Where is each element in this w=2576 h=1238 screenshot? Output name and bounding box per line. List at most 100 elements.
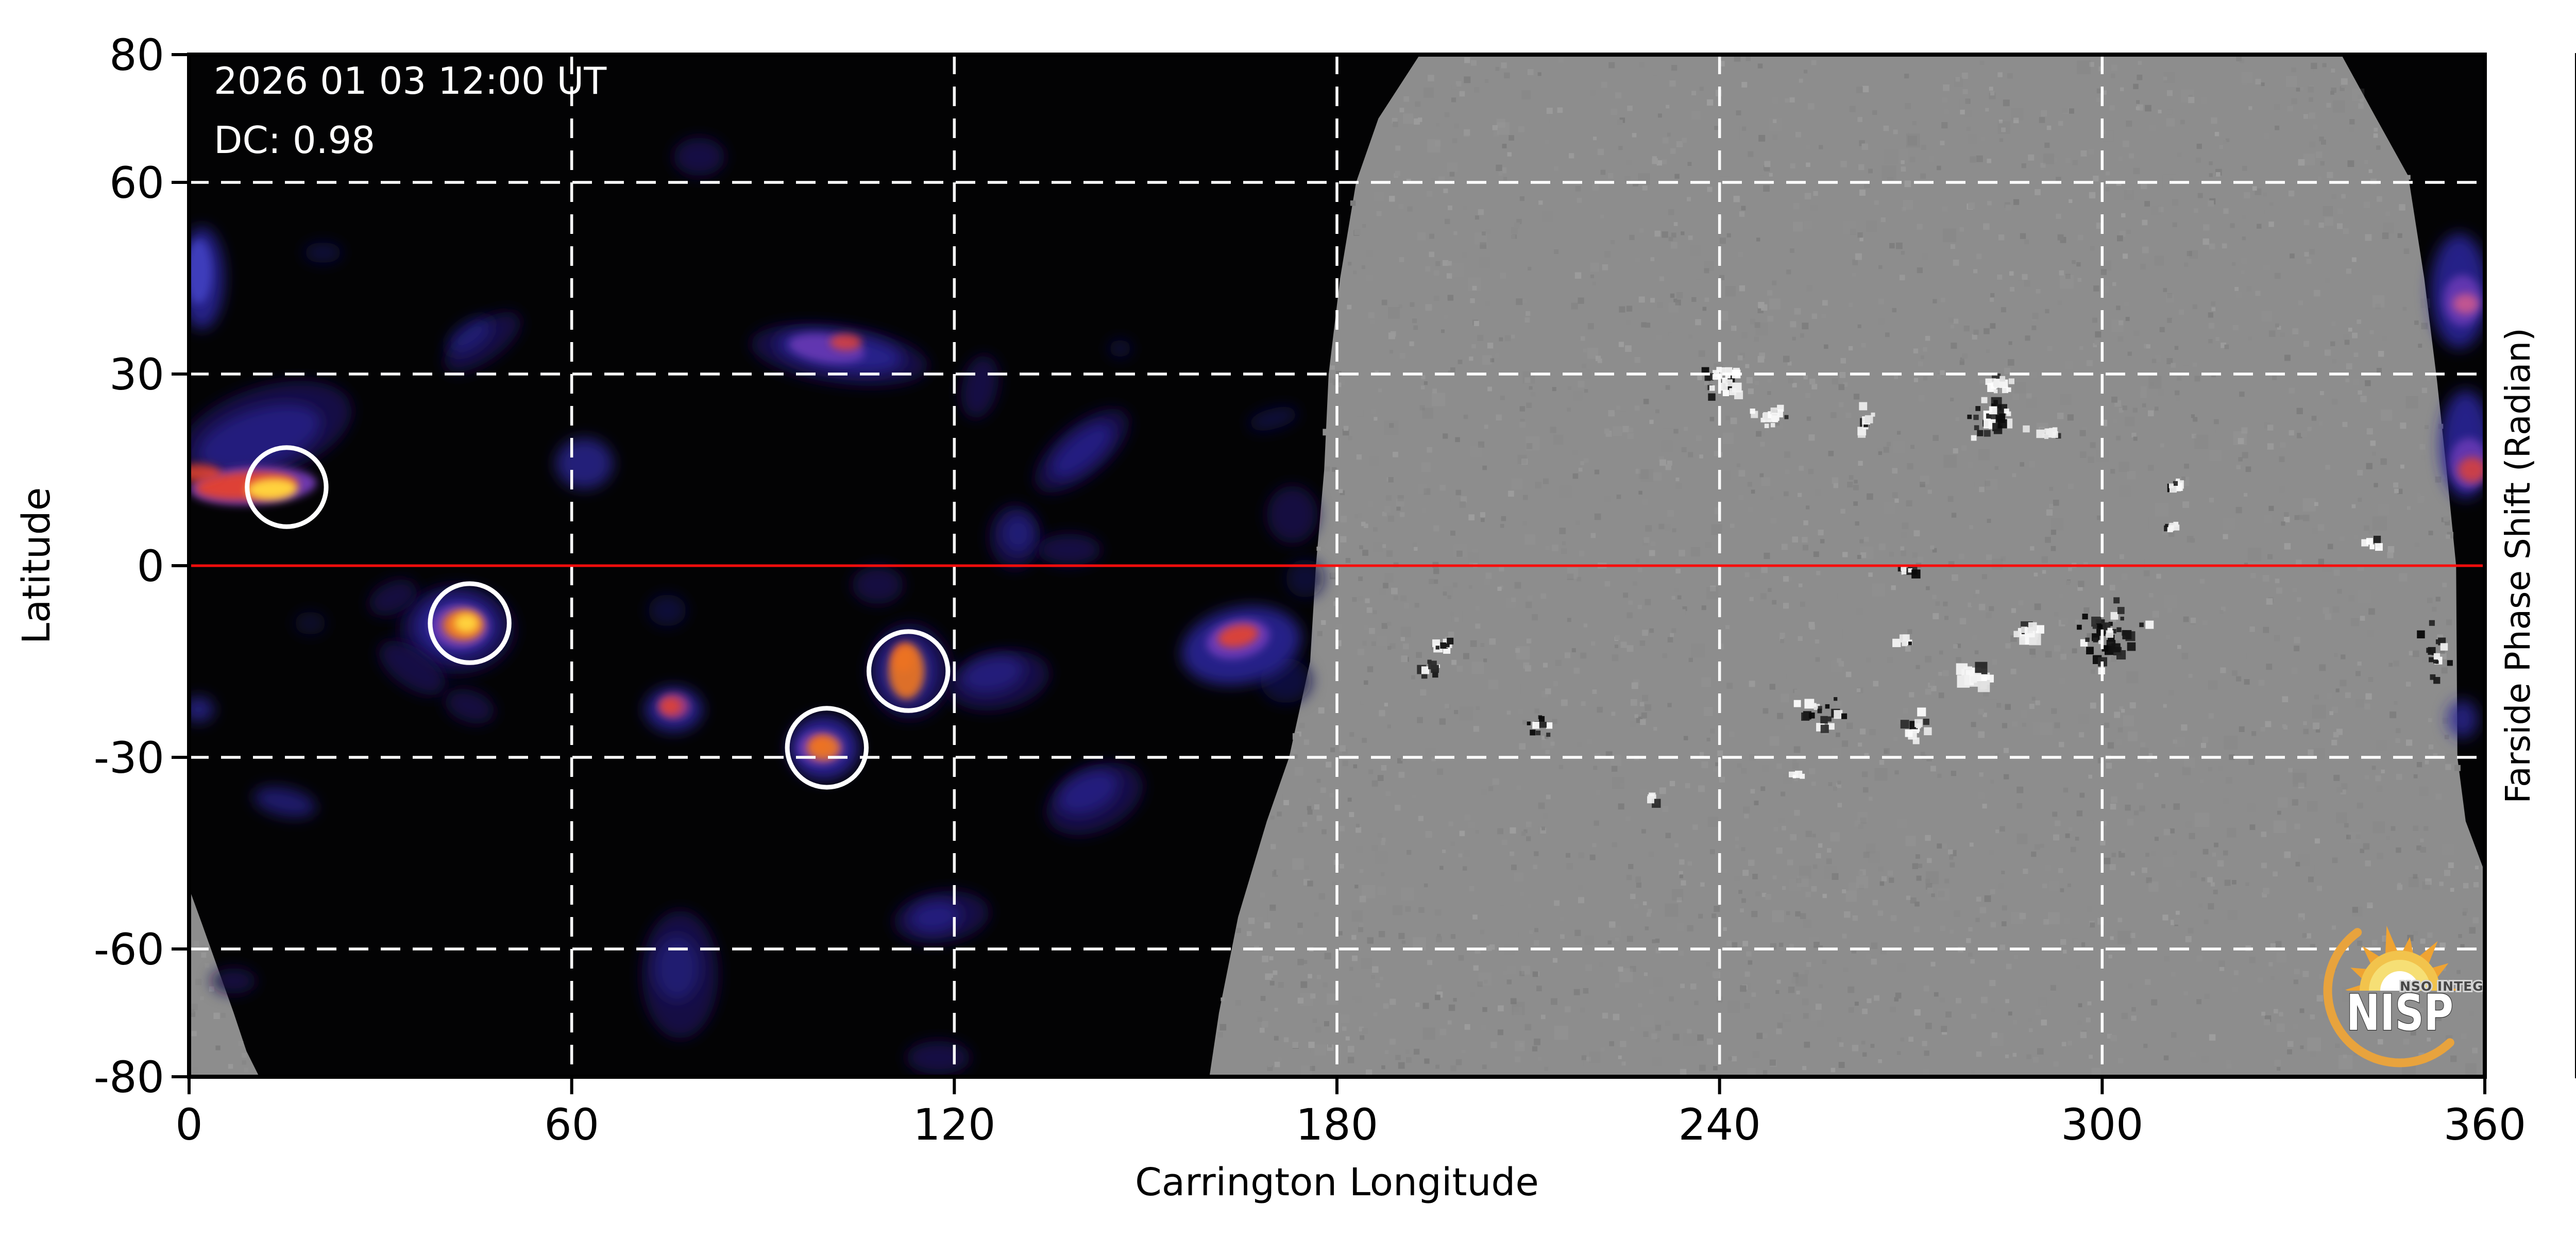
magnetogram-black-speckle <box>1440 642 1447 649</box>
magnetogram-black-speckle <box>2093 637 2098 642</box>
farside-blob <box>454 614 479 633</box>
x-tick-label: 180 <box>1296 1099 1378 1150</box>
magnetogram-white-speckle <box>2098 640 2103 645</box>
magnetogram-white-speckle <box>2023 425 2030 433</box>
magnetogram-black-speckle <box>2433 677 2441 684</box>
magnetogram-white-speckle <box>1999 376 2006 382</box>
magnetogram-white-speckle <box>2168 483 2174 488</box>
annotation-datetime: 2026 01 03 12:00 UT <box>214 59 607 103</box>
logo-arc-text: NSO INTEGRATED SYNOPTIC PROGRAM <box>2400 979 2576 994</box>
magnetogram-white-speckle <box>1770 408 1777 415</box>
logo-ring-arc <box>2323 928 2454 1067</box>
magnetogram-black-speckle <box>1704 375 1711 381</box>
magnetogram-white-speckle <box>1720 383 1728 391</box>
magnetogram-black-speckle <box>1527 721 1531 725</box>
magnetogram-white-speckle <box>1989 406 1997 415</box>
magnetogram-white-speckle <box>1725 373 1731 379</box>
magnetogram-black-speckle <box>1973 414 1979 420</box>
magnetogram-white-speckle <box>2176 478 2180 483</box>
magnetogram-black-speckle <box>1817 708 1822 714</box>
magnetogram-black-speckle <box>1975 406 1980 411</box>
magnetogram-black-speckle <box>2164 525 2170 532</box>
farside-blob <box>1266 486 1318 544</box>
farside-blob <box>906 1041 971 1074</box>
farside-blob <box>648 594 687 626</box>
magnetogram-white-speckle <box>2006 387 2011 392</box>
magnetogram-black-speckle <box>2120 617 2124 621</box>
farside-blob <box>211 968 256 994</box>
x-tick-label: 120 <box>913 1099 995 1150</box>
magnetogram-white-speckle <box>2013 631 2020 637</box>
magnetogram-white-speckle <box>1834 710 1843 719</box>
active-region-circle <box>245 445 329 529</box>
magnetogram-black-speckle <box>2098 624 2103 629</box>
magnetogram-black-speckle <box>2429 657 2434 663</box>
magnetogram-white-speckle <box>1903 634 1910 641</box>
magnetogram-white-speckle <box>1924 727 1932 736</box>
magnetogram-black-speckle <box>1825 704 1830 709</box>
farside-blob <box>1248 406 1298 431</box>
farside-blob <box>379 641 446 695</box>
magnetogram-white-speckle <box>2004 409 2009 414</box>
farside-blob <box>445 689 495 724</box>
magnetogram-white-speckle <box>1794 770 1803 778</box>
magnetogram-black-speckle <box>2435 639 2441 645</box>
magnetogram-black-speckle <box>1820 716 1828 724</box>
magnetogram-white-speckle <box>2036 625 2044 634</box>
farside-blob <box>246 478 298 500</box>
magnetogram-black-speckle <box>2092 624 2097 629</box>
magnetogram-black-speckle <box>1546 733 1551 737</box>
farside-blob <box>444 312 521 372</box>
magnetogram-white-speckle <box>1984 419 1992 429</box>
magnetogram-black-speckle <box>1826 716 1832 722</box>
farside-blob <box>447 317 492 354</box>
farside-blob <box>369 580 417 616</box>
farside-blob <box>189 697 214 722</box>
magnetogram-white-speckle <box>1432 639 1440 648</box>
magnetogram-black-speckle <box>1432 671 1438 678</box>
magnetogram-white-speckle <box>1901 565 1907 571</box>
magnetogram-black-speckle <box>2117 607 2125 614</box>
magnetogram-black-speckle <box>1841 713 1848 719</box>
magnetogram-white-speckle <box>1709 385 1715 391</box>
magnetogram-white-speckle <box>2173 524 2180 531</box>
farside-blob <box>303 242 343 263</box>
farside-blob <box>888 643 925 700</box>
logo-nisp-text: NISP <box>2346 984 2453 1042</box>
axes: 0 60 120 180 240 300 3608060300-30-60-80Carrin… <box>14 30 2526 1205</box>
farside-blob <box>852 566 904 604</box>
magnetogram-black-speckle <box>1974 425 1979 430</box>
magnetogram-white-speckle <box>1828 723 1835 730</box>
farside-blob <box>1037 534 1101 566</box>
magnetogram-granulation <box>189 55 2485 1077</box>
magnetogram-black-speckle <box>1708 393 1716 401</box>
magnetogram-white-speckle <box>1712 374 1718 380</box>
magnetogram-black-speckle <box>1421 672 1428 679</box>
magnetogram-black-speckle <box>1911 569 1921 579</box>
magnetogram-white-speckle <box>1546 722 1553 729</box>
y-tick-label: -60 <box>94 924 164 975</box>
magnetogram-white-speckle <box>1991 378 1996 383</box>
farside-blob <box>294 612 327 635</box>
magnetogram-black-speckle <box>2082 614 2088 620</box>
magnetogram-white-speckle <box>1812 703 1817 707</box>
magnetogram-white-speckle <box>1892 638 1901 648</box>
magnetogram-black-speckle <box>1997 419 2007 429</box>
magnetogram-white-speckle <box>2173 521 2179 527</box>
x-axis-title: Carrington Longitude <box>1135 1160 1539 1205</box>
farside-blob <box>807 735 840 761</box>
x-tick-label: 300 <box>2061 1099 2143 1150</box>
farside-blob <box>1050 423 1113 479</box>
farside-blob <box>673 138 725 176</box>
magnetogram-white-speckle <box>1720 367 1726 374</box>
magnetogram-white-speckle <box>2433 653 2441 660</box>
farside-blob <box>1108 340 1132 358</box>
magnetogram-black-speckle <box>2055 433 2061 439</box>
marked-active-region-circles <box>245 445 951 790</box>
magnetogram-black-speckle <box>2430 674 2436 680</box>
active-region-circle <box>785 706 869 790</box>
x-tick-label: 240 <box>1678 1099 1760 1150</box>
magnetogram-black-speckle <box>2113 597 2120 604</box>
farside-blob <box>660 698 681 715</box>
